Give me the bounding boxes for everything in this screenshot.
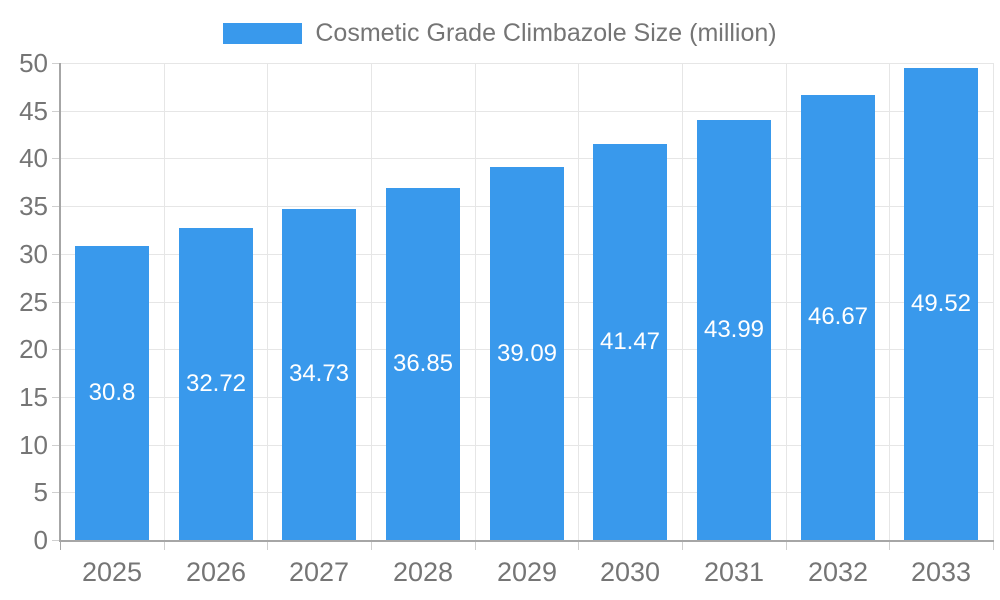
grid-line-v bbox=[889, 63, 890, 540]
bar-value-label: 43.99 bbox=[703, 316, 765, 343]
bar-value-label: 49.52 bbox=[910, 290, 972, 317]
grid-line-v bbox=[371, 63, 372, 540]
legend-label: Cosmetic Grade Climbazole Size (million) bbox=[315, 19, 777, 47]
y-axis-tick-label: 25 bbox=[19, 287, 48, 317]
grid-line-h bbox=[60, 111, 993, 112]
y-axis-tick bbox=[52, 158, 60, 159]
bar-value-label: 32.72 bbox=[185, 370, 247, 397]
x-axis-tick bbox=[267, 542, 268, 550]
y-axis-tick bbox=[52, 111, 60, 112]
bar[interactable] bbox=[904, 68, 978, 540]
y-axis-tick bbox=[52, 540, 60, 541]
grid-line-v bbox=[578, 63, 579, 540]
x-axis-tick-label: 2033 bbox=[910, 557, 972, 587]
legend-swatch-icon bbox=[223, 22, 303, 44]
y-axis-tick-label: 10 bbox=[19, 430, 48, 460]
x-axis-tick-label: 2027 bbox=[288, 557, 350, 587]
y-axis-tick-label: 45 bbox=[19, 96, 48, 126]
x-axis-tick bbox=[371, 542, 372, 550]
bar-value-label: 41.47 bbox=[599, 328, 661, 355]
grid-line-v bbox=[164, 63, 165, 540]
bar[interactable] bbox=[282, 209, 356, 540]
x-axis-tick-label: 2030 bbox=[599, 557, 661, 587]
bar-value-label: 39.09 bbox=[496, 340, 558, 367]
bar-value-label: 34.73 bbox=[288, 360, 350, 387]
x-axis-tick bbox=[993, 542, 994, 550]
x-axis-tick bbox=[786, 542, 787, 550]
x-axis-tick bbox=[475, 542, 476, 550]
chart-legend[interactable]: Cosmetic Grade Climbazole Size (million) bbox=[0, 16, 1000, 50]
x-axis-tick-label: 2026 bbox=[185, 557, 247, 587]
y-axis-tick bbox=[52, 302, 60, 303]
bar[interactable] bbox=[179, 228, 253, 540]
x-axis-tick bbox=[682, 542, 683, 550]
x-axis-tick-label: 2025 bbox=[81, 557, 143, 587]
x-axis-line bbox=[59, 540, 994, 542]
y-axis-tick bbox=[52, 63, 60, 64]
y-axis-line bbox=[59, 63, 61, 540]
x-axis-tick bbox=[889, 542, 890, 550]
y-axis-tick-label: 15 bbox=[19, 382, 48, 412]
grid-line-v bbox=[267, 63, 268, 540]
grid-line-v bbox=[786, 63, 787, 540]
x-axis-tick-label: 2031 bbox=[703, 557, 765, 587]
grid-line-h bbox=[60, 63, 993, 64]
y-axis-tick-label: 40 bbox=[19, 143, 48, 173]
x-axis-tick bbox=[578, 542, 579, 550]
x-axis-tick bbox=[164, 542, 165, 550]
y-axis-tick bbox=[52, 349, 60, 350]
bar[interactable] bbox=[490, 167, 564, 540]
bar-value-label: 30.8 bbox=[88, 379, 136, 406]
x-axis-tick-label: 2029 bbox=[496, 557, 558, 587]
bar[interactable] bbox=[75, 246, 149, 540]
bar[interactable] bbox=[593, 144, 667, 540]
y-axis-tick-label: 0 bbox=[33, 525, 48, 555]
bar[interactable] bbox=[386, 188, 460, 540]
y-axis-tick bbox=[52, 397, 60, 398]
bar[interactable] bbox=[801, 95, 875, 540]
grid-line-v bbox=[682, 63, 683, 540]
y-axis-tick bbox=[52, 492, 60, 493]
grid-line-h bbox=[60, 158, 993, 159]
x-axis-tick-label: 2028 bbox=[392, 557, 454, 587]
x-axis-tick-label: 2032 bbox=[807, 557, 869, 587]
x-axis-tick bbox=[60, 542, 61, 550]
y-axis-tick-label: 20 bbox=[19, 334, 48, 364]
bar[interactable] bbox=[697, 120, 771, 540]
y-axis-tick-label: 35 bbox=[19, 191, 48, 221]
grid-line-v bbox=[993, 63, 994, 540]
y-axis-tick bbox=[52, 254, 60, 255]
y-axis-tick-label: 50 bbox=[19, 48, 48, 78]
y-axis-tick-label: 5 bbox=[33, 477, 48, 507]
grid-line-v bbox=[475, 63, 476, 540]
y-axis-tick-label: 30 bbox=[19, 239, 48, 269]
y-axis-tick bbox=[52, 445, 60, 446]
bar-value-label: 36.85 bbox=[392, 350, 454, 377]
bar-value-label: 46.67 bbox=[807, 303, 869, 330]
y-axis-tick bbox=[52, 206, 60, 207]
